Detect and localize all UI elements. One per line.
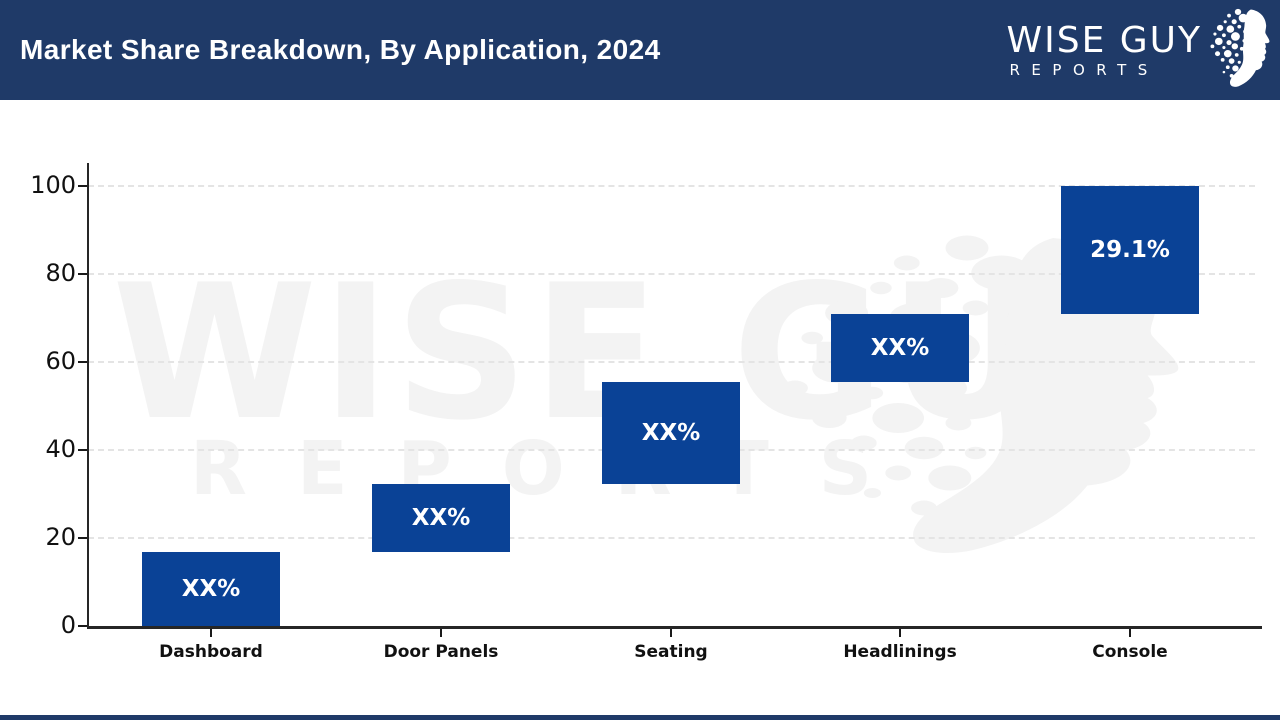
y-tick-mark-0 — [78, 625, 88, 627]
bar-headlinings: XX% — [831, 313, 969, 382]
chart-canvas: WISE GU REPORTS 0 20 40 60 80 100 XX% Dashboard… — [0, 100, 1280, 715]
y-tick-label-0: 0 — [60, 611, 76, 639]
bar-seating: XX% — [602, 381, 740, 484]
y-tick-label-20: 20 — [45, 522, 76, 551]
brand-wordmark: WISE GUY REPORTS — [1006, 19, 1203, 79]
x-tick-mark-3 — [670, 629, 672, 637]
bar-value-label: XX% — [181, 575, 241, 602]
gridline-80 — [88, 272, 1255, 275]
bar-value-label: XX% — [641, 419, 701, 446]
gridline-100 — [88, 184, 1255, 187]
category-label-5: Console — [1092, 642, 1168, 662]
brand-head-icon — [1206, 7, 1270, 93]
brand-logo: WISE GUY REPORTS — [1007, 7, 1271, 93]
y-tick-mark-60 — [78, 360, 88, 363]
y-tick-mark-80 — [78, 272, 88, 275]
bar-value-label: XX% — [870, 334, 930, 361]
bar-value-label: 29.1% — [1090, 236, 1170, 263]
plot-area: 0 20 40 60 80 100 XX% Dashboard XX% Door Panels XX… — [0, 100, 1280, 715]
y-tick-mark-20 — [78, 536, 88, 539]
brand-subtitle-text: REPORTS — [1009, 60, 1159, 79]
bar-console: 29.1% — [1061, 185, 1199, 314]
bar-door-panels: XX% — [372, 483, 510, 552]
gridline-60 — [88, 360, 1255, 363]
page-title: Market Share Breakdown, By Application, … — [20, 34, 661, 65]
category-label-1: Dashboard — [159, 642, 263, 662]
y-axis-line — [87, 163, 89, 629]
y-tick-label-40: 40 — [45, 434, 76, 463]
x-axis-line — [87, 626, 1262, 629]
bar-dashboard: XX% — [142, 551, 280, 626]
x-tick-mark-4 — [899, 629, 901, 637]
y-tick-label-60: 60 — [45, 346, 76, 375]
x-tick-mark-2 — [440, 629, 442, 637]
y-tick-label-100: 100 — [30, 170, 76, 199]
x-tick-mark-1 — [210, 629, 212, 637]
y-tick-label-80: 80 — [45, 258, 76, 287]
category-label-4: Headlinings — [843, 642, 957, 662]
gridline-20 — [88, 536, 1255, 539]
footer-strip — [0, 715, 1280, 720]
brand-name-text: WISE GUY — [1006, 19, 1202, 61]
y-tick-mark-100 — [78, 184, 88, 187]
bar-value-label: XX% — [411, 504, 471, 531]
x-tick-mark-5 — [1129, 629, 1131, 637]
y-tick-mark-40 — [78, 448, 88, 451]
watermark-subtitle-text: REPORTS — [190, 426, 923, 512]
category-label-2: Door Panels — [383, 642, 499, 662]
header-bar: Market Share Breakdown, By Application, … — [0, 0, 1280, 100]
category-label-3: Seating — [634, 642, 708, 662]
